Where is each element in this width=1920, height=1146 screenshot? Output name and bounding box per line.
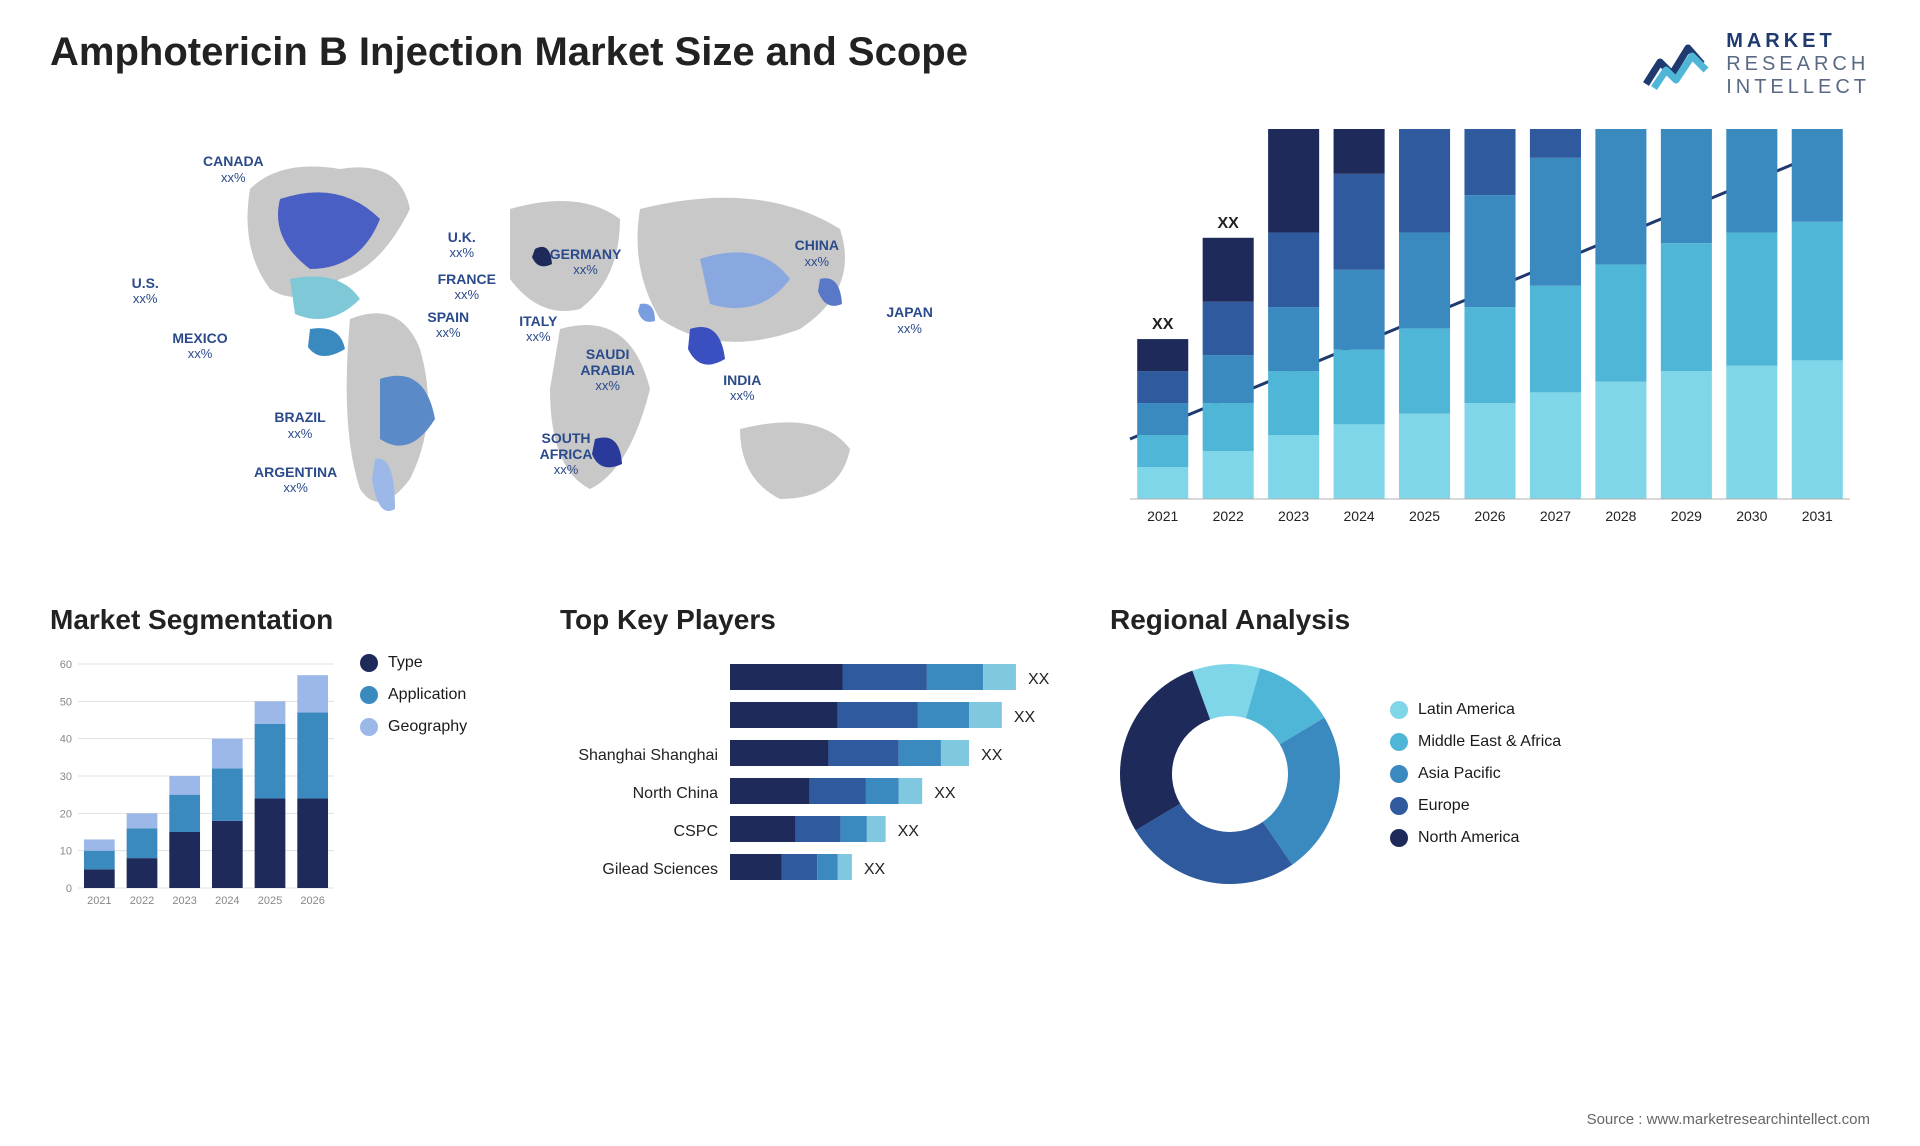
segmentation-chart: 0 10 20 30 40 50 60 2021 2022 2023 2024 2025 2026 bbox=[50, 654, 340, 914]
svg-text:2027: 2027 bbox=[1540, 508, 1571, 524]
svg-text:2025: 2025 bbox=[258, 895, 282, 907]
svg-text:2021: 2021 bbox=[87, 895, 111, 907]
legend-item: North America bbox=[1390, 829, 1561, 847]
svg-text:50: 50 bbox=[60, 696, 72, 708]
map-label: INDIAxx% bbox=[723, 373, 761, 404]
svg-text:2030: 2030 bbox=[1736, 508, 1767, 524]
legend-item: Asia Pacific bbox=[1390, 765, 1561, 783]
map-label: CANADAxx% bbox=[203, 154, 264, 185]
map-label: U.S.xx% bbox=[132, 276, 159, 307]
svg-text:60: 60 bbox=[60, 659, 72, 671]
svg-text:XX: XX bbox=[864, 861, 886, 878]
svg-text:2022: 2022 bbox=[130, 895, 154, 907]
svg-text:40: 40 bbox=[60, 734, 72, 746]
svg-text:XX: XX bbox=[1152, 316, 1174, 333]
logo-line2: RESEARCH bbox=[1726, 53, 1870, 76]
svg-text:2024: 2024 bbox=[215, 895, 239, 907]
map-label: U.K.xx% bbox=[448, 230, 476, 261]
svg-text:XX: XX bbox=[1028, 671, 1050, 688]
svg-text:XX: XX bbox=[981, 747, 1003, 764]
svg-text:2021: 2021 bbox=[1147, 508, 1178, 524]
svg-text:Gilead Sciences: Gilead Sciences bbox=[602, 861, 718, 878]
svg-text:North China: North China bbox=[633, 785, 718, 802]
svg-text:10: 10 bbox=[60, 846, 72, 858]
svg-text:XX: XX bbox=[934, 785, 956, 802]
page-title: Amphotericin B Injection Market Size and… bbox=[50, 30, 968, 75]
svg-text:Shanghai Shanghai: Shanghai Shanghai bbox=[578, 747, 718, 764]
legend-item: Application bbox=[360, 686, 467, 704]
logo-line3: INTELLECT bbox=[1726, 76, 1870, 99]
svg-text:30: 30 bbox=[60, 771, 72, 783]
map-label: JAPANxx% bbox=[886, 305, 932, 336]
regional-donut bbox=[1110, 654, 1350, 894]
map-label: SOUTHAFRICAxx% bbox=[540, 431, 593, 477]
logo-mark-icon bbox=[1642, 36, 1714, 94]
svg-text:2031: 2031 bbox=[1802, 508, 1833, 524]
svg-text:XX: XX bbox=[898, 823, 920, 840]
legend-item: Middle East & Africa bbox=[1390, 733, 1561, 751]
players-chart: XX XX Shanghai Shanghai XX North China XX CSPC… bbox=[560, 654, 1080, 914]
players-title: Top Key Players bbox=[560, 604, 1080, 636]
map-label: FRANCExx% bbox=[438, 272, 496, 303]
svg-text:2024: 2024 bbox=[1344, 508, 1375, 524]
players-panel: Top Key Players XX XX Shanghai Shanghai XX N… bbox=[560, 604, 1080, 919]
map-label: MEXICOxx% bbox=[172, 331, 227, 362]
map-label: SAUDIARABIAxx% bbox=[580, 347, 634, 393]
logo-line1: MARKET bbox=[1726, 30, 1870, 53]
svg-text:2023: 2023 bbox=[1278, 508, 1309, 524]
segmentation-legend: Type Application Geography bbox=[360, 654, 467, 736]
legend-item: Type bbox=[360, 654, 467, 672]
svg-text:2028: 2028 bbox=[1605, 508, 1636, 524]
forecast-chart: XX2021XX2022XX2023XX2024XX2025XX2026XX20… bbox=[1110, 129, 1870, 549]
svg-text:XX: XX bbox=[1218, 215, 1240, 232]
svg-text:2023: 2023 bbox=[172, 895, 196, 907]
map-label: ITALYxx% bbox=[519, 314, 557, 345]
svg-text:2022: 2022 bbox=[1213, 508, 1244, 524]
legend-item: Latin America bbox=[1390, 701, 1561, 719]
map-label: GERMANYxx% bbox=[550, 247, 622, 278]
map-label: ARGENTINAxx% bbox=[254, 465, 337, 496]
region-title: Regional Analysis bbox=[1110, 604, 1870, 636]
region-legend: Latin America Middle East & Africa Asia Pa… bbox=[1390, 701, 1561, 847]
legend-item: Geography bbox=[360, 718, 467, 736]
legend-item: Europe bbox=[1390, 797, 1561, 815]
map-label: CHINAxx% bbox=[795, 238, 839, 269]
source-text: Source : www.marketresearchintellect.com bbox=[1587, 1111, 1870, 1128]
svg-text:2026: 2026 bbox=[1474, 508, 1505, 524]
world-map-panel: CANADAxx% U.S.xx% MEXICOxx% BRAZILxx% ARGENT… bbox=[50, 129, 1070, 549]
svg-text:20: 20 bbox=[60, 808, 72, 820]
svg-text:2026: 2026 bbox=[300, 895, 324, 907]
svg-text:CSPC: CSPC bbox=[674, 823, 718, 840]
map-label: BRAZILxx% bbox=[274, 410, 325, 441]
svg-text:2029: 2029 bbox=[1671, 508, 1702, 524]
map-label: SPAINxx% bbox=[427, 310, 469, 341]
svg-text:2025: 2025 bbox=[1409, 508, 1440, 524]
segmentation-panel: Market Segmentation 0 10 20 30 40 50 60 2021 202… bbox=[50, 604, 530, 919]
segmentation-title: Market Segmentation bbox=[50, 604, 530, 636]
svg-text:0: 0 bbox=[66, 883, 72, 895]
region-panel: Regional Analysis Latin America Middle Ea… bbox=[1110, 604, 1870, 919]
brand-logo: MARKET RESEARCH INTELLECT bbox=[1642, 30, 1870, 99]
svg-text:XX: XX bbox=[1014, 709, 1036, 726]
